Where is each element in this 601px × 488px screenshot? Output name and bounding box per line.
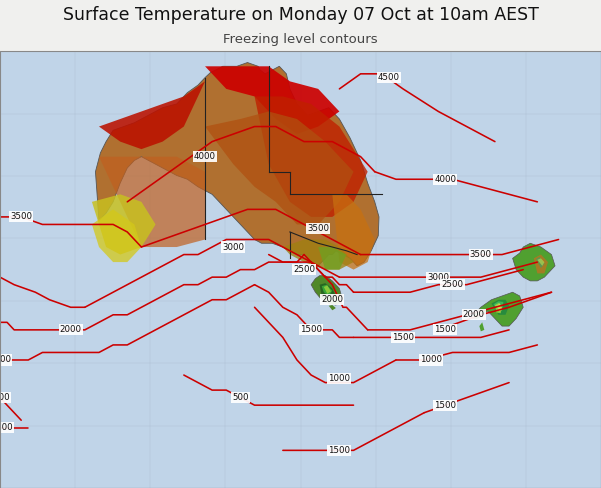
Polygon shape [0,51,601,488]
Polygon shape [96,62,379,269]
Text: 2500: 2500 [293,265,315,274]
Text: 1500: 1500 [435,325,456,334]
Text: 2500: 2500 [442,280,463,289]
Polygon shape [99,81,205,149]
Polygon shape [470,292,523,326]
Text: -500: -500 [0,393,10,402]
Polygon shape [513,243,555,281]
Polygon shape [536,257,545,268]
Text: 2000: 2000 [59,325,82,334]
Polygon shape [99,157,205,247]
Text: 2000: 2000 [322,295,343,304]
Polygon shape [205,66,340,134]
Polygon shape [480,323,484,331]
Polygon shape [320,283,336,300]
Polygon shape [255,97,368,217]
Text: 1500: 1500 [300,325,322,334]
Text: Surface Temperature on Monday 07 Oct at 10am AEST: Surface Temperature on Monday 07 Oct at … [63,6,538,24]
Text: 2000: 2000 [463,310,485,319]
Polygon shape [311,276,341,305]
Text: 3500: 3500 [307,224,329,233]
Polygon shape [534,255,548,273]
Text: 1500: 1500 [435,401,456,409]
Text: 3500: 3500 [10,212,32,222]
Polygon shape [495,303,502,313]
Text: 1500: 1500 [328,446,350,455]
Polygon shape [537,258,545,266]
Text: 500: 500 [232,393,249,402]
Text: 1500: 1500 [0,355,11,365]
Text: -500: -500 [0,423,13,432]
Text: 3500: 3500 [470,250,492,259]
Polygon shape [92,194,156,255]
Polygon shape [322,285,332,296]
Text: 4000: 4000 [435,175,456,184]
Text: 3000: 3000 [427,273,450,282]
Polygon shape [205,111,353,224]
Text: 1000: 1000 [420,355,442,365]
Polygon shape [493,301,504,311]
Text: 4000: 4000 [194,152,216,161]
Polygon shape [329,305,336,310]
Polygon shape [283,240,353,269]
Text: 1000: 1000 [328,374,350,383]
Text: 4500: 4500 [378,73,400,82]
Polygon shape [324,285,331,294]
Polygon shape [492,300,509,315]
Text: 1500: 1500 [392,333,414,342]
Polygon shape [318,247,346,269]
Text: Freezing level contours: Freezing level contours [223,34,378,46]
Text: 3000: 3000 [222,243,245,251]
Polygon shape [496,304,502,312]
Polygon shape [332,194,375,269]
Polygon shape [92,209,141,262]
